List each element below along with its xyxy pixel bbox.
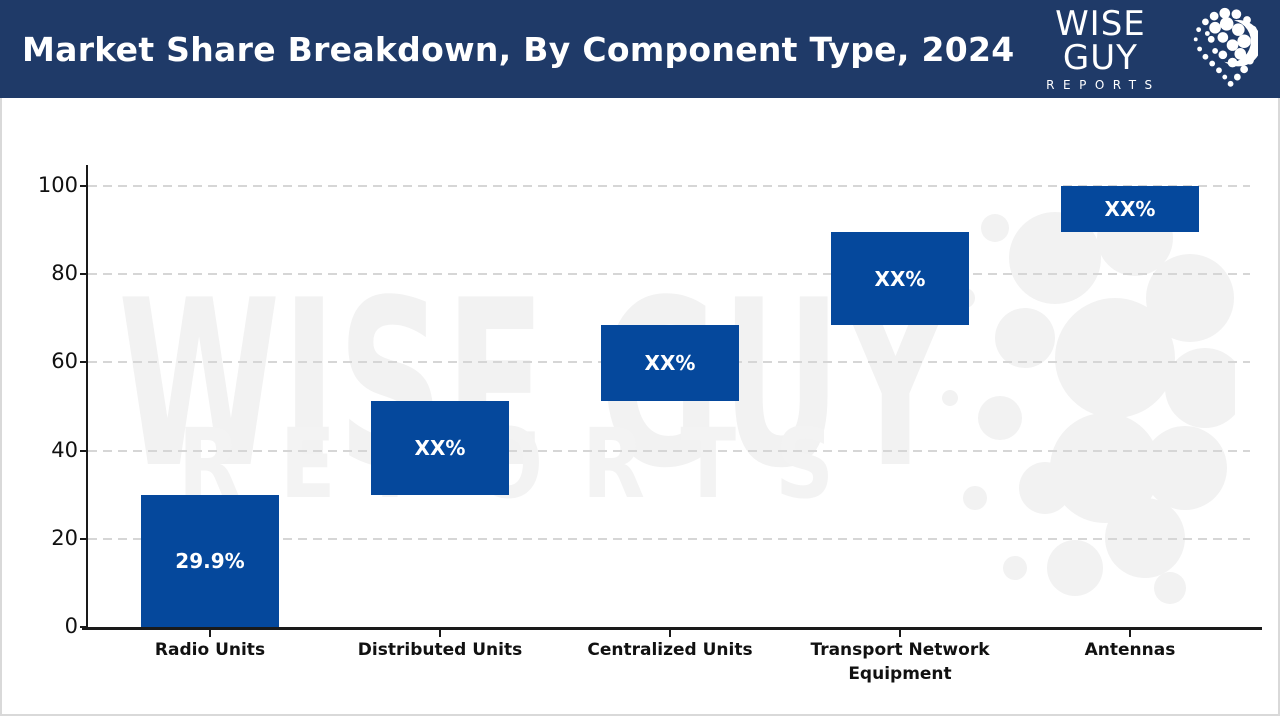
dotted-head-icon (1194, 7, 1258, 87)
brand-logo-text: WISE GUY REPORTS (1015, 7, 1187, 91)
bar-distributed-units: XX% (371, 400, 509, 496)
y-tick-label: 20 (51, 525, 78, 550)
bar-value-label: 29.9% (175, 549, 245, 574)
gridline-100 (88, 185, 1250, 187)
x-tick-mark (899, 629, 901, 637)
y-tick-mark (80, 185, 88, 187)
x-category-label: Radio Units (154, 640, 266, 660)
bar-value-label: XX% (874, 266, 926, 291)
brand-subname: REPORTS (1046, 78, 1161, 92)
bar-value-label: XX% (1104, 197, 1156, 222)
x-axis-line (82, 627, 1262, 630)
bar-antennas: XX% (1061, 186, 1199, 233)
x-category-label: Transport Network Equipment (810, 640, 990, 684)
y-tick-label: 100 (37, 173, 78, 197)
y-tick-mark (80, 449, 88, 452)
watermark-text-sub: REPORTS (178, 408, 874, 520)
gridline-20 (88, 537, 1250, 540)
brand-name: WISE GUY (1055, 4, 1146, 78)
x-tick-mark (209, 629, 211, 637)
bar-value-label: XX% (644, 351, 696, 376)
y-axis-line (86, 165, 88, 630)
right-border (1278, 98, 1280, 716)
x-category-label: Antennas (1084, 640, 1176, 660)
y-tick-mark (80, 537, 88, 540)
left-border (0, 98, 2, 716)
y-tick-mark (80, 361, 88, 364)
bar-radio-units: 29.9% (141, 495, 279, 627)
x-tick-mark (1129, 629, 1131, 637)
y-tick-label: 40 (51, 437, 78, 462)
page-title: Market Share Breakdown, By Component Typ… (22, 29, 1015, 69)
x-category-label: Centralized Units (587, 640, 753, 660)
bar-transport-network-equipment: XX% (831, 232, 969, 326)
x-tick-mark (439, 629, 441, 637)
watermark-text-main: WISE GUY (118, 252, 951, 519)
y-tick-label: 60 (51, 349, 78, 374)
bottom-border (0, 714, 1280, 716)
x-category-label: Distributed Units (357, 640, 523, 660)
bar-centralized-units: XX% (601, 325, 739, 401)
header-band: Market Share Breakdown, By Component Typ… (0, 0, 1280, 98)
gridline-80 (88, 273, 1250, 276)
gridline-40 (88, 449, 1250, 452)
bar-value-label: XX% (414, 435, 466, 460)
y-tick-label: 0 (64, 614, 78, 638)
y-tick-mark (80, 273, 88, 276)
brand-logo: WISE GUY REPORTS (1015, 7, 1258, 91)
y-tick-label: 80 (51, 261, 78, 286)
x-tick-mark (669, 629, 671, 637)
